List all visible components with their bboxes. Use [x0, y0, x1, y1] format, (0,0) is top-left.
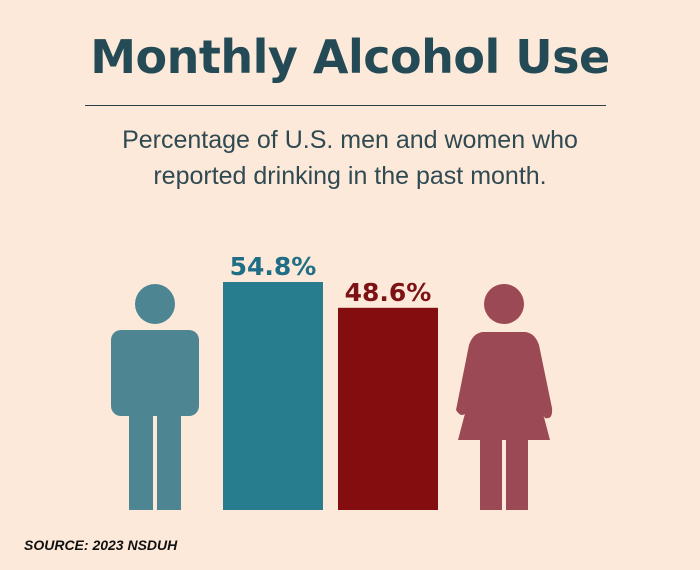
chart-title: Monthly Alcohol Use — [90, 30, 610, 84]
data-label-women: 48.6% — [345, 278, 432, 307]
bar-women — [338, 307, 438, 510]
subtitle-line-2: reported drinking in the past month. — [153, 162, 547, 190]
title-divider — [85, 105, 606, 106]
chart-subtitle: Percentage of U.S. men and women who rep… — [60, 122, 640, 194]
subtitle-line-1: Percentage of U.S. men and women who — [122, 126, 578, 154]
bar-men — [223, 282, 323, 510]
data-label-men: 54.8% — [230, 252, 317, 281]
source-note: SOURCE: 2023 NSDUH — [24, 537, 178, 553]
woman-icon — [456, 284, 553, 510]
man-icon — [111, 284, 199, 510]
